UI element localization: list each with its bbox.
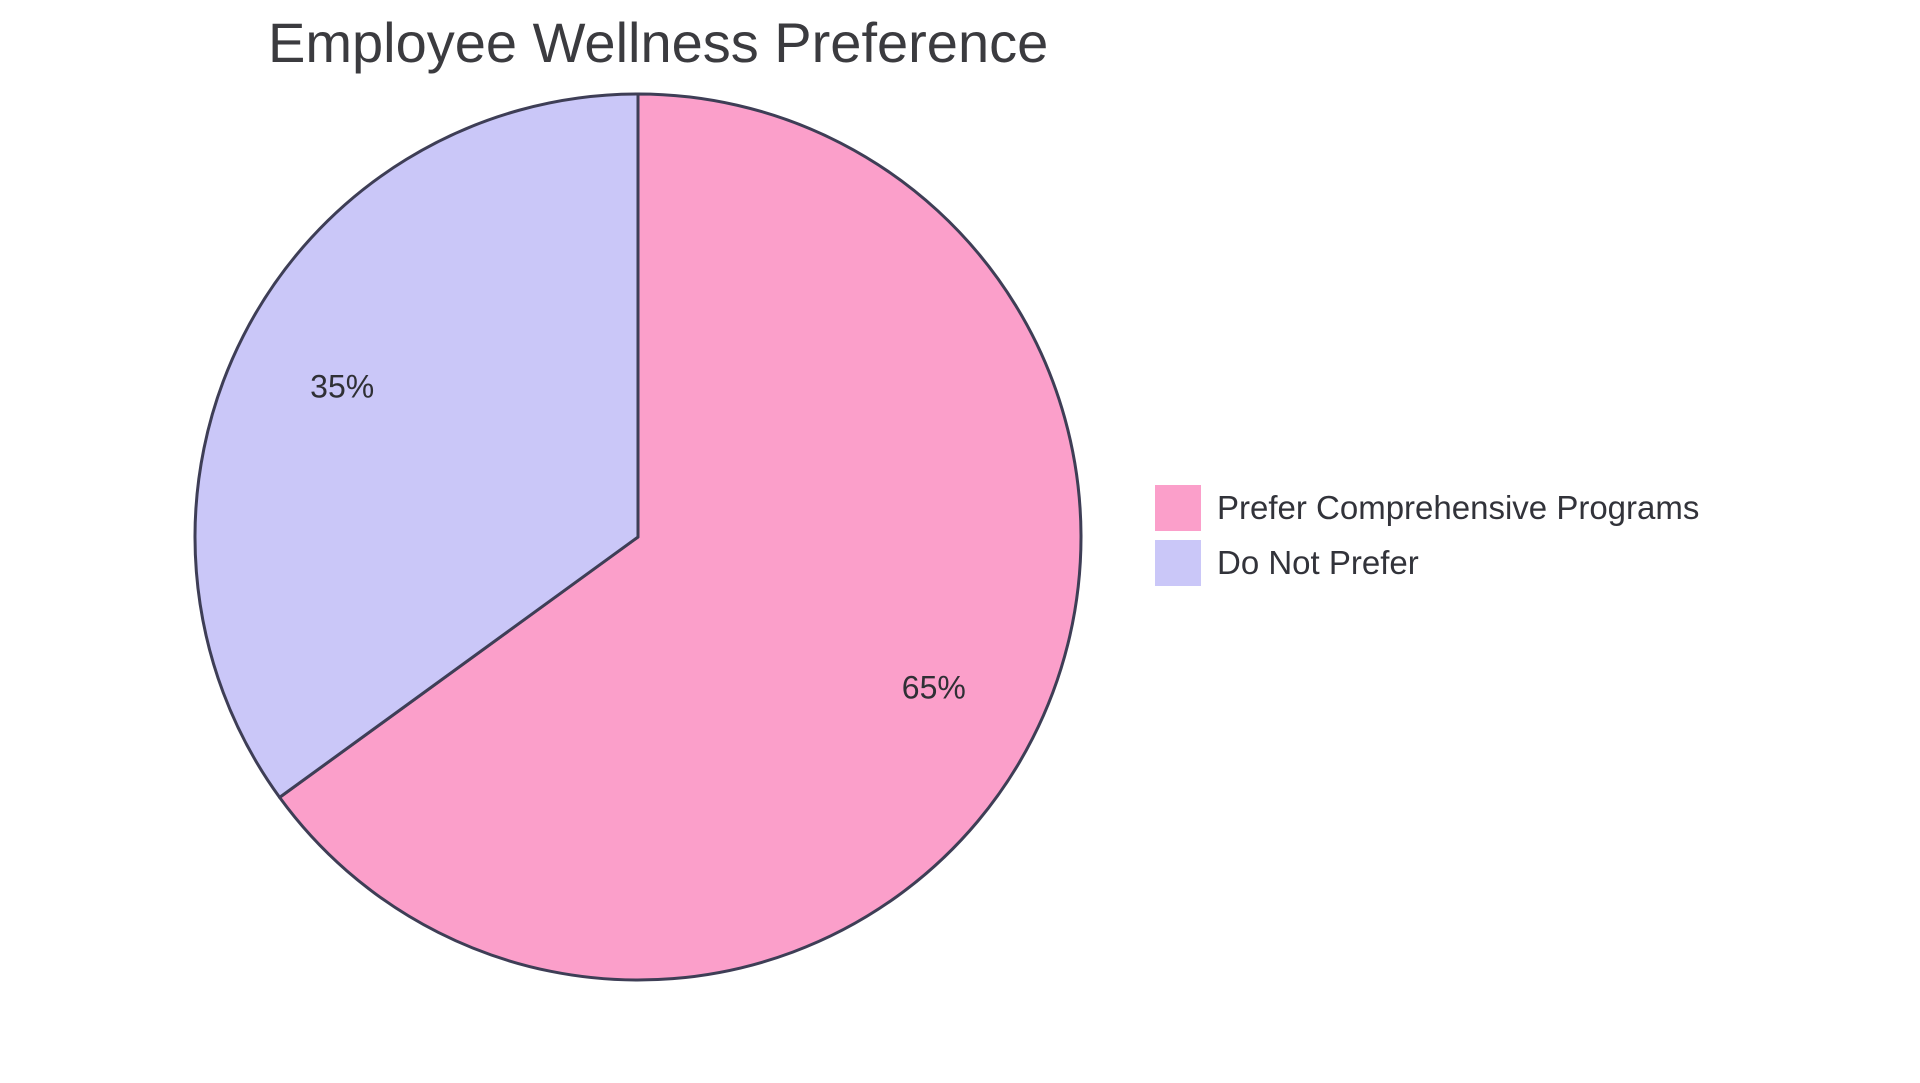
- legend-item-prefer-comprehensive-programs[interactable]: Prefer Comprehensive Programs: [1155, 485, 1699, 531]
- legend-swatch-lavender: [1155, 540, 1201, 586]
- legend-label: Prefer Comprehensive Programs: [1217, 489, 1700, 526]
- legend-label: Do Not Prefer: [1217, 544, 1419, 581]
- chart-title: Employee Wellness Preference: [268, 11, 1049, 74]
- legend: Prefer Comprehensive Programs Do Not Pre…: [1155, 485, 1699, 595]
- legend-item-do-not-prefer[interactable]: Do Not Prefer: [1155, 540, 1699, 586]
- pie-slice-prefer-comprehensive-programs[interactable]: [278, 92, 1083, 982]
- legend-swatch-pink: [1155, 485, 1201, 531]
- slice-percentage-label-do-not-prefer: 35%: [310, 368, 374, 404]
- pie-slice-do-not-prefer[interactable]: [193, 92, 640, 799]
- slice-percentage-label-prefer: 65%: [902, 670, 966, 706]
